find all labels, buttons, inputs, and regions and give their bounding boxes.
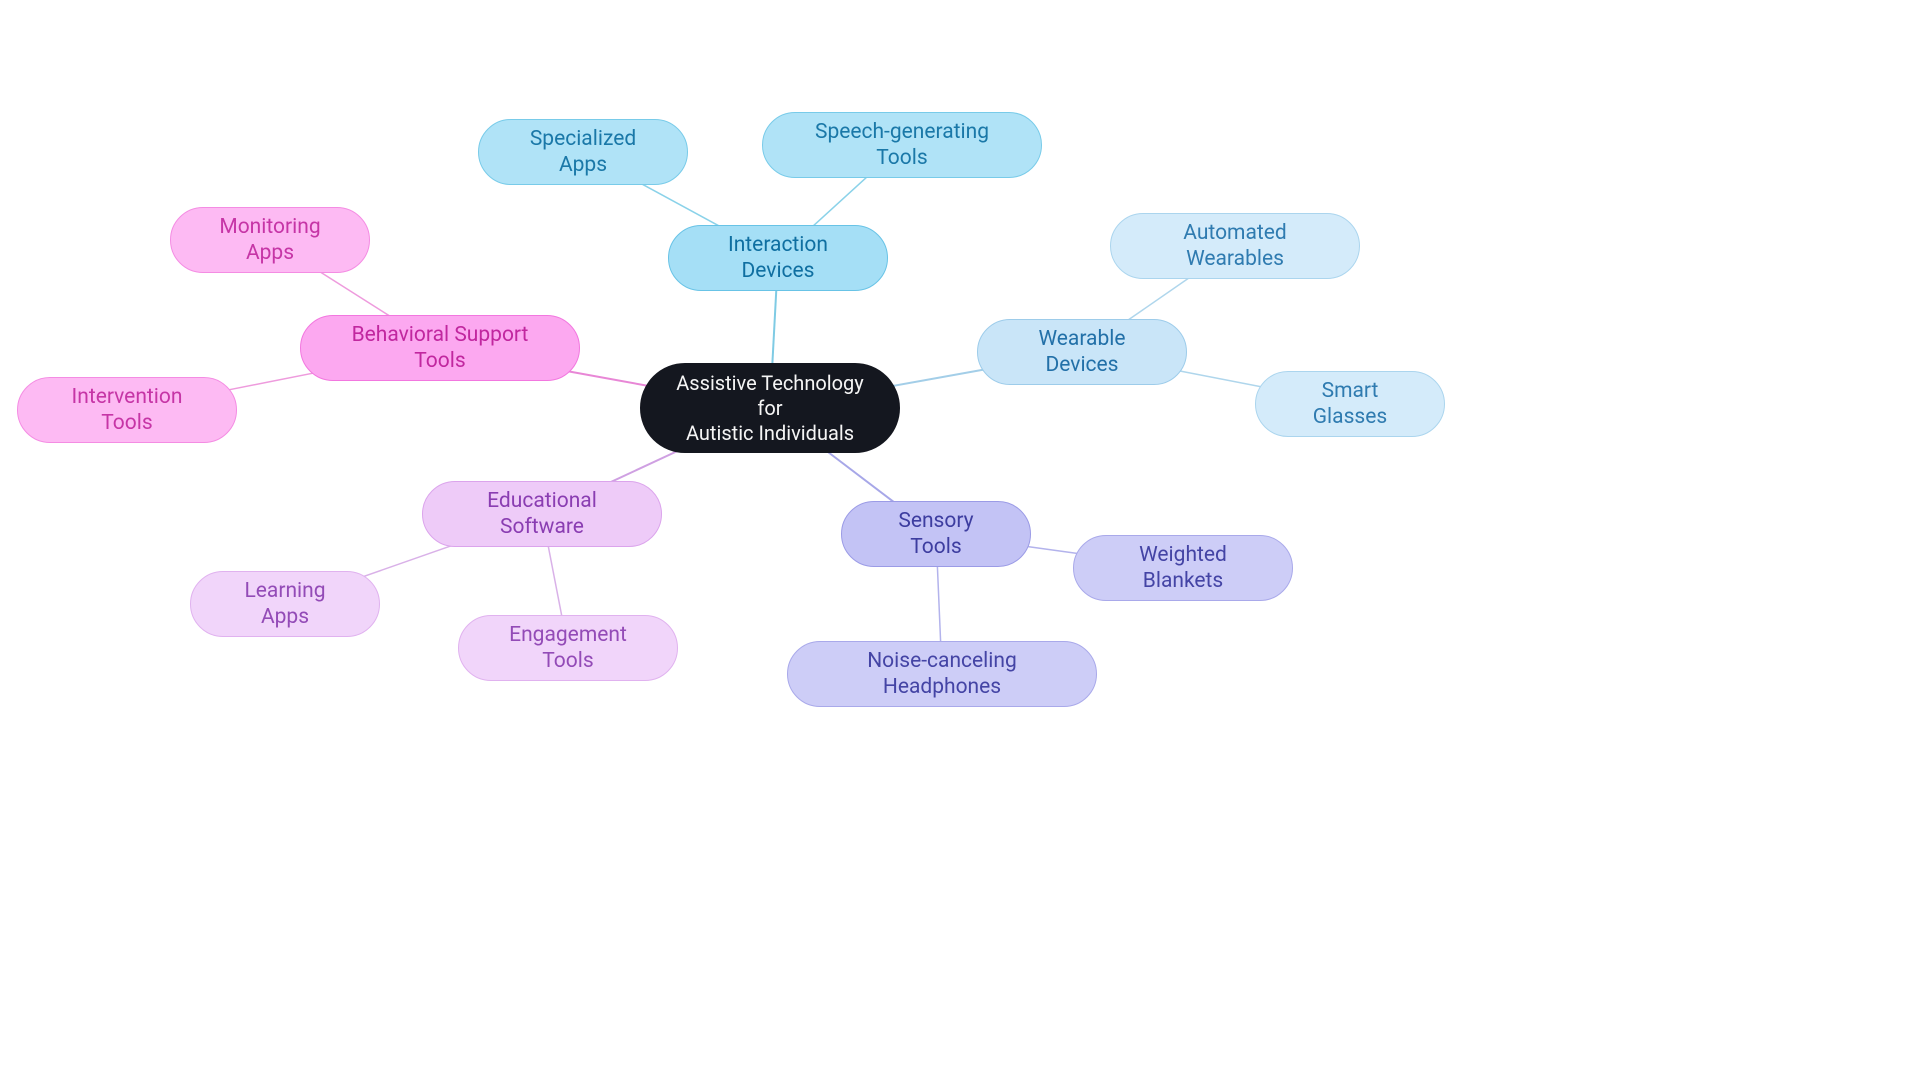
node-label: Intervention Tools xyxy=(50,384,204,437)
node-noise: Noise-canceling Headphones xyxy=(787,641,1097,707)
edge xyxy=(883,368,993,388)
edge xyxy=(823,448,897,504)
node-label: Automated Wearables xyxy=(1143,220,1327,273)
node-label: Engagement Tools xyxy=(491,622,645,675)
node-label: Specialized Apps xyxy=(511,126,655,179)
mindmap-canvas: Assistive Technology for Autistic Indivi… xyxy=(0,0,1920,1083)
edge xyxy=(1170,369,1269,388)
edge xyxy=(812,176,868,227)
node-label: Monitoring Apps xyxy=(203,214,337,267)
node-monitor: Monitoring Apps xyxy=(170,207,370,273)
node-label: Interaction Devices xyxy=(701,232,855,285)
edge xyxy=(315,269,392,318)
node-label: Behavioral Support Tools xyxy=(333,322,547,375)
node-apps: Specialized Apps xyxy=(478,119,688,185)
node-learn: Learning Apps xyxy=(190,571,380,637)
node-behav: Behavioral Support Tools xyxy=(300,315,580,381)
edge xyxy=(1125,276,1192,322)
node-blankets: Weighted Blankets xyxy=(1073,535,1293,601)
node-engage: Engagement Tools xyxy=(458,615,678,681)
edge xyxy=(635,180,726,230)
node-autowear: Automated Wearables xyxy=(1110,213,1360,279)
node-label: Wearable Devices xyxy=(1010,326,1154,379)
node-edu: Educational Software xyxy=(422,481,662,547)
edge xyxy=(548,546,561,615)
node-wear: Wearable Devices xyxy=(977,319,1187,385)
node-label: Educational Software xyxy=(455,488,629,541)
node-label: Sensory Tools xyxy=(874,508,998,561)
node-interact: Interaction Devices xyxy=(668,225,888,291)
node-label: Speech-generating Tools xyxy=(795,119,1009,172)
edge xyxy=(772,290,776,364)
node-speech: Speech-generating Tools xyxy=(762,112,1042,178)
node-label: Noise-canceling Headphones xyxy=(820,648,1064,701)
edge xyxy=(937,566,940,641)
node-label: Learning Apps xyxy=(223,578,347,631)
node-label: Weighted Blankets xyxy=(1106,542,1260,595)
node-root: Assistive Technology for Autistic Indivi… xyxy=(640,363,900,453)
node-label: Smart Glasses xyxy=(1288,378,1412,431)
node-glasses: Smart Glasses xyxy=(1255,371,1445,437)
node-sensory: Sensory Tools xyxy=(841,501,1031,567)
node-interv: Intervention Tools xyxy=(17,377,237,443)
node-label: Assistive Technology for Autistic Indivi… xyxy=(673,371,867,446)
